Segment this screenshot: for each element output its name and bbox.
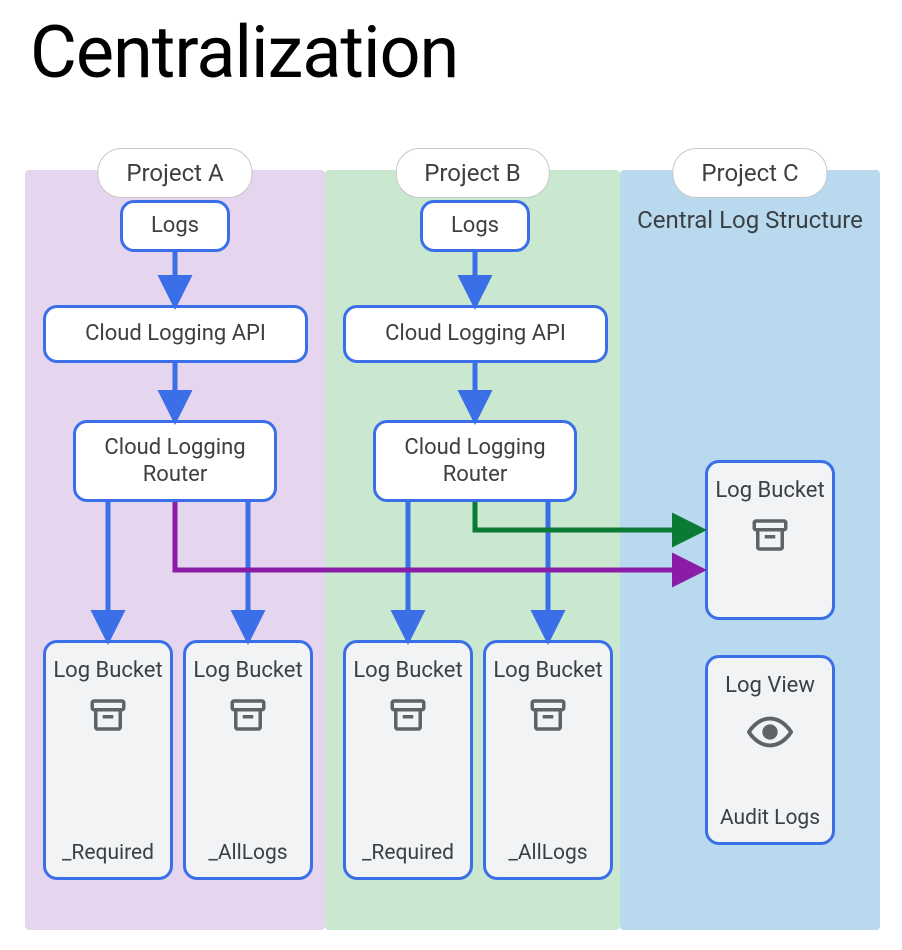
archive-icon [749, 514, 791, 565]
column-header-c: Project C [672, 148, 827, 198]
bucket-b-required: Log Bucket _Required [343, 640, 473, 880]
bucket-label: Log Bucket [353, 657, 462, 686]
bucket-sublabel: _Required [62, 840, 154, 867]
bucket-label: Log Bucket [193, 657, 302, 686]
bucket-a-all: Log Bucket _AllLogs [183, 640, 313, 880]
page-title: Centralization [30, 10, 458, 95]
archive-icon [387, 694, 429, 745]
bucket-sublabel: Audit Logs [720, 805, 820, 832]
node-b-router: Cloud Logging Router [373, 420, 577, 502]
bucket-label: Log Bucket [715, 477, 824, 506]
node-a-logs: Logs [120, 200, 230, 252]
node-b-api: Cloud Logging API [343, 305, 608, 363]
archive-icon [87, 694, 129, 745]
node-b-logs: Logs [420, 200, 530, 252]
bucket-sublabel: _AllLogs [208, 840, 287, 867]
bucket-label: Log Bucket [53, 657, 162, 686]
column-header-a: Project A [97, 148, 252, 198]
node-a-api: Cloud Logging API [43, 305, 308, 363]
bucket-b-all: Log Bucket _AllLogs [483, 640, 613, 880]
bucket-c-view: Log View Audit Logs [705, 655, 835, 845]
bucket-sublabel: _Required [362, 840, 454, 867]
bucket-a-required: Log Bucket _Required [43, 640, 173, 880]
column-header-b: Project B [395, 148, 550, 198]
diagram: Project A Project B Project C Central Lo… [25, 130, 885, 930]
node-a-router: Cloud Logging Router [73, 420, 277, 502]
column-subtitle-c: Central Log Structure [620, 205, 880, 235]
archive-icon [227, 694, 269, 745]
archive-icon [527, 694, 569, 745]
eye-icon [747, 709, 793, 764]
bucket-c-log: Log Bucket [705, 460, 835, 620]
bucket-label: Log Bucket [493, 657, 602, 686]
bucket-sublabel: _AllLogs [508, 840, 587, 867]
bucket-label: Log View [725, 672, 815, 701]
